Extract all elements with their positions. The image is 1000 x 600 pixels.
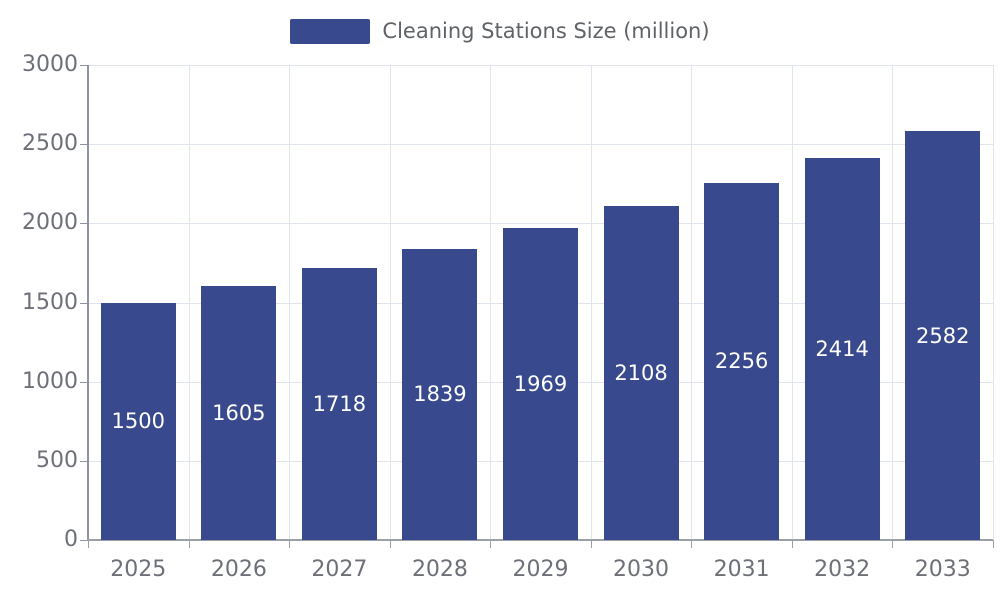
vertical-gridline [691, 65, 693, 540]
vertical-gridline [892, 65, 894, 540]
bar-value-label: 2256 [714, 349, 769, 374]
y-axis-tick [80, 223, 87, 225]
x-axis-tick [590, 540, 592, 548]
y-axis-tick [80, 302, 87, 304]
vertical-gridline [188, 65, 190, 540]
bar-value-label: 1839 [413, 382, 467, 407]
x-axis-tick [188, 540, 190, 548]
bar-2033[interactable]: 2582 [905, 131, 981, 540]
x-axis-tick-label: 2028 [411, 557, 468, 582]
bar-value-label: 2582 [915, 323, 970, 348]
vertical-gridline [490, 65, 492, 540]
bar-2031[interactable]: 2256 [704, 182, 780, 540]
x-axis-tick-label: 2033 [914, 557, 971, 582]
vertical-gridline [993, 65, 994, 540]
y-axis-tick [80, 144, 87, 146]
horizontal-gridline [88, 144, 993, 146]
x-axis-tick [389, 540, 391, 548]
x-axis-tick [289, 540, 291, 548]
legend-swatch [290, 18, 371, 44]
horizontal-gridline [88, 65, 993, 66]
x-axis-tick [993, 540, 994, 548]
x-axis-tick-label: 2025 [110, 557, 167, 582]
bar-value-label: 1500 [111, 409, 165, 434]
x-axis-tick-label: 2029 [512, 557, 569, 582]
x-axis-tick-label: 2032 [814, 557, 871, 582]
x-axis-tick [791, 540, 793, 548]
y-axis-tick-label: 3000 [22, 52, 78, 77]
x-axis-tick [691, 540, 693, 548]
bar-value-label: 2108 [614, 361, 668, 386]
bar-2025[interactable]: 1500 [100, 302, 176, 540]
x-axis-tick-label: 2030 [613, 557, 670, 582]
plot-area: 1500 1605 1718 1839 1969 2108 2256 2414 2582 [80, 65, 994, 548]
vertical-gridline [289, 65, 291, 540]
bar-value-label: 2414 [815, 336, 869, 361]
bar-2032[interactable]: 2414 [804, 157, 880, 540]
y-axis-tick-label: 500 [36, 447, 78, 473]
bar-2027[interactable]: 1718 [301, 267, 377, 540]
bar-value-label: 1969 [513, 372, 568, 397]
x-axis-tick [490, 540, 492, 548]
y-axis-line [87, 65, 89, 540]
y-axis-tick-label: 2000 [22, 210, 78, 236]
y-axis-tick-label: 1000 [22, 368, 78, 394]
bar-2026[interactable]: 1605 [201, 285, 277, 540]
y-axis-tick [80, 460, 87, 462]
x-axis-tick [88, 540, 89, 548]
y-axis-tick [80, 65, 87, 66]
y-axis-tick-label: 1500 [22, 289, 78, 315]
vertical-gridline [791, 65, 793, 540]
x-axis-tick-label: 2027 [311, 557, 368, 582]
y-axis-tick-label: 2500 [22, 131, 78, 157]
x-axis-tick [892, 540, 894, 548]
y-axis-tick [80, 540, 87, 541]
bar-2028[interactable]: 1839 [402, 248, 478, 540]
x-axis-line [87, 539, 993, 541]
bar-2030[interactable]: 2108 [603, 206, 679, 540]
legend-item[interactable]: Cleaning Stations Size (million) [0, 16, 1000, 46]
x-axis-tick-label: 2026 [210, 557, 267, 582]
y-axis-tick [80, 381, 87, 383]
legend-label: Cleaning Stations Size (million) [382, 19, 710, 43]
horizontal-gridline [88, 223, 993, 225]
bar-value-label: 1605 [212, 400, 266, 425]
bar-value-label: 1718 [312, 391, 367, 416]
bar-2029[interactable]: 1969 [503, 228, 578, 540]
x-axis-tick-label: 2031 [713, 557, 770, 582]
y-axis-tick-label: 0 [64, 527, 78, 552]
vertical-gridline [389, 65, 391, 540]
vertical-gridline [590, 65, 592, 540]
